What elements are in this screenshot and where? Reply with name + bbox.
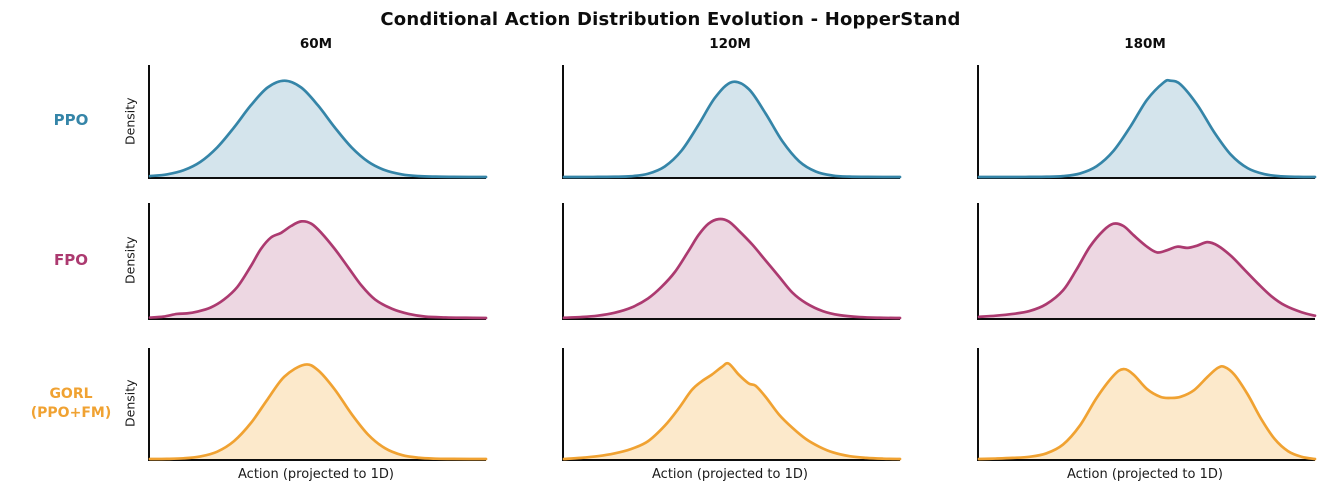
subplot-gorl-120m xyxy=(562,348,902,461)
density-stroke xyxy=(562,217,902,320)
density-fill xyxy=(979,366,1315,459)
density-curve xyxy=(977,78,1317,179)
ylabel-density-fpo: Density xyxy=(122,236,138,285)
row-label-fpo: FPO xyxy=(54,250,88,269)
density-fill xyxy=(150,364,486,460)
density-curve xyxy=(562,361,902,461)
density-stroke xyxy=(148,363,488,461)
xlabel-action-180m: Action (projected to 1D) xyxy=(1067,467,1223,482)
density-curve xyxy=(148,79,488,179)
density-fill xyxy=(150,80,486,178)
subplot-gorl-180m xyxy=(977,348,1317,461)
density-curve xyxy=(977,364,1317,461)
density-curve xyxy=(148,219,488,320)
row-label-ppo: PPO xyxy=(53,111,89,130)
subplot-ppo-180m xyxy=(977,65,1317,179)
density-stroke xyxy=(562,80,902,179)
density-curve xyxy=(148,363,488,461)
chart-title: Conditional Action Distribution Evolutio… xyxy=(380,9,961,30)
density-curve xyxy=(977,222,1317,319)
subplot-fpo-120m xyxy=(562,203,902,320)
subplot-fpo-60m xyxy=(148,203,488,320)
subplot-fpo-180m xyxy=(977,203,1317,320)
row-label-gorl: GORL (PPO+FM) xyxy=(30,386,112,421)
density-fill xyxy=(979,80,1315,178)
density-stroke xyxy=(977,222,1317,319)
density-fill xyxy=(150,221,486,318)
col-header-180m: 180M xyxy=(1124,36,1166,52)
ylabel-density-gorl: Density xyxy=(122,379,138,428)
density-stroke xyxy=(148,79,488,179)
density-fill xyxy=(564,81,900,178)
density-stroke xyxy=(148,219,488,320)
xlabel-action-120m: Action (projected to 1D) xyxy=(652,467,808,482)
density-stroke xyxy=(977,78,1317,179)
subplot-gorl-60m xyxy=(148,348,488,461)
density-fill xyxy=(979,223,1315,318)
col-header-60m: 60M xyxy=(299,36,333,52)
col-header-120m: 120M xyxy=(709,36,751,52)
subplot-ppo-120m xyxy=(562,65,902,179)
density-curve xyxy=(562,80,902,179)
ylabel-density-ppo: Density xyxy=(122,97,138,145)
density-fill xyxy=(564,219,900,318)
xlabel-action-60m: Action (projected to 1D) xyxy=(238,467,394,482)
density-stroke xyxy=(562,361,902,461)
density-curve xyxy=(562,217,902,320)
subplot-ppo-60m xyxy=(148,65,488,179)
density-stroke xyxy=(977,364,1317,461)
density-fill xyxy=(564,363,900,459)
